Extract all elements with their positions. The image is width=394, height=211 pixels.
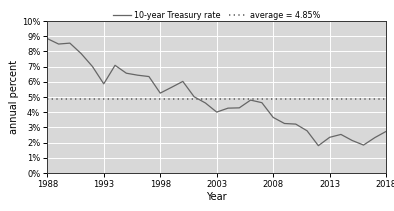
X-axis label: Year: Year — [206, 192, 227, 202]
Legend: 10-year Treasury rate, average = 4.85%: 10-year Treasury rate, average = 4.85% — [113, 11, 320, 20]
Y-axis label: annual percent: annual percent — [9, 60, 19, 134]
